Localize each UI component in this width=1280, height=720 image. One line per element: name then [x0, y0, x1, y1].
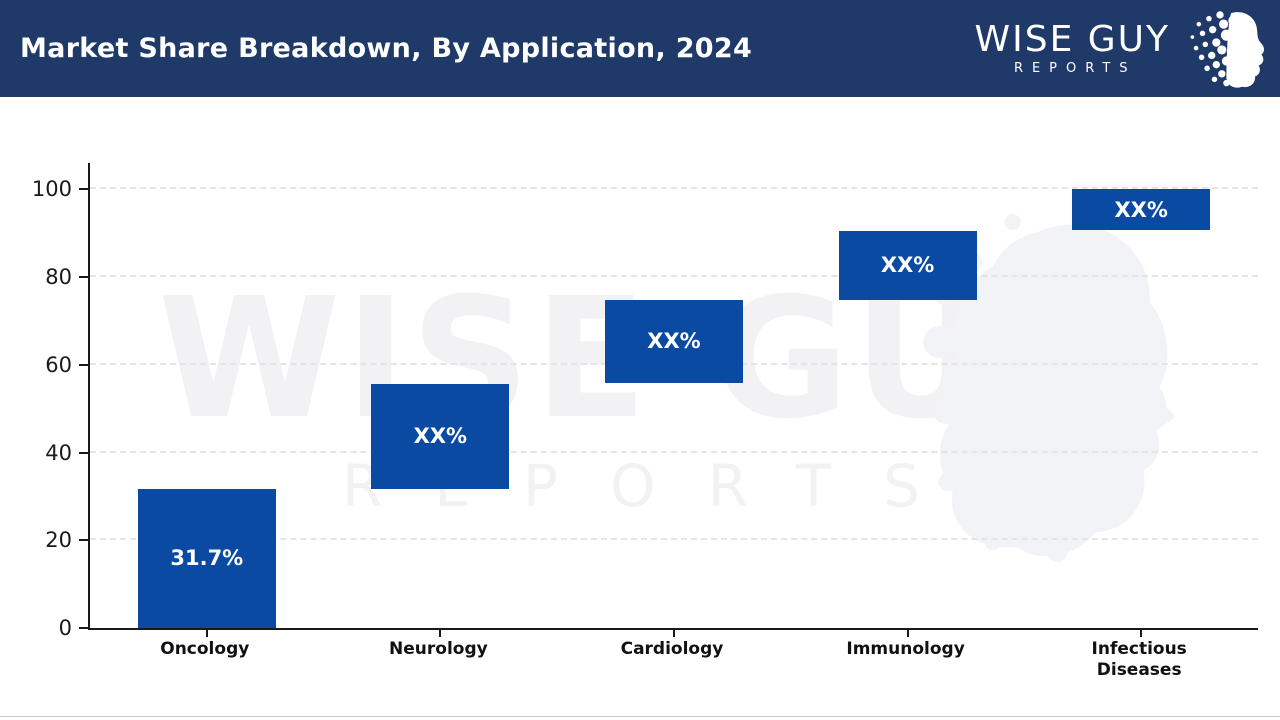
x-tick-neurology: [439, 630, 442, 637]
y-tick-80: [79, 276, 88, 279]
y-tick-60: [79, 363, 88, 366]
x-tick-immunology: [906, 630, 909, 637]
y-tick-label-60: 60: [45, 352, 72, 377]
plot-area: 31.7% XX% XX% XX% XX%: [79, 163, 1258, 637]
y-tick-20: [79, 539, 88, 542]
bar-infectious-diseases: XX%: [1072, 189, 1211, 231]
wiseguy-logo: WISE GUY REPORTS: [975, 6, 1267, 92]
bar-value-label-cardiology: XX%: [647, 329, 701, 354]
x-axis-label-oncology: Oncology: [88, 639, 322, 682]
gridline-20: [90, 538, 1258, 541]
x-tick-cardiology: [673, 630, 675, 637]
bar-value-label-neurology: XX%: [413, 424, 468, 449]
x-axis-labels: Oncology Neurology Cardiology Immunology Inf…: [88, 639, 1256, 682]
x-axis-label-text-cardiology: Cardiology: [620, 639, 724, 659]
bar-oncology: 31.7%: [137, 488, 276, 628]
x-axis-label-text-neurology: Neurology: [389, 639, 488, 659]
y-tick-40: [79, 451, 88, 454]
y-tick-label-80: 80: [45, 265, 72, 290]
x-axis-label-text-infectious-diseases: Infectious Diseases: [1091, 639, 1187, 681]
y-tick-0: [79, 627, 88, 629]
y-tick-label-0: 0: [58, 616, 72, 640]
logo-subtext: REPORTS: [1013, 61, 1137, 76]
logo-wordmark: WISE GUY: [974, 19, 1170, 60]
bar-value-label-infectious-diseases: XX%: [1114, 197, 1168, 222]
gridline-100: [90, 187, 1258, 190]
y-axis-labels: 0 20 40 60 80 100: [0, 163, 88, 640]
bar-cardiology: XX%: [605, 299, 743, 383]
logo-head-profile-icon: [1190, 10, 1265, 88]
y-tick-label-40: 40: [45, 440, 72, 465]
header-bar: Market Share Breakdown, By Application, …: [0, 0, 1280, 97]
gridline-40: [90, 450, 1258, 453]
bar-value-label-oncology: 31.7%: [170, 546, 244, 571]
x-axis-label-immunology: Immunology: [789, 639, 1023, 682]
bar-value-label-immunology: XX%: [880, 253, 935, 278]
page-title: Market Share Breakdown, By Application, …: [20, 33, 753, 64]
x-tick-oncology: [205, 630, 208, 637]
chart-area: WISE GUY REPORTS 0 20 40 60 80 100 31.7% XX% XX…: [0, 97, 1280, 717]
x-axis-label-infectious-diseases: Infectious Diseases: [1022, 639, 1256, 682]
x-axis-label-text-immunology: Immunology: [846, 639, 965, 659]
logo-text: WISE GUY REPORTS: [974, 19, 1171, 76]
x-axis-label-cardiology: Cardiology: [555, 639, 789, 682]
y-tick-label-20: 20: [45, 528, 72, 553]
bar-immunology: XX%: [838, 231, 977, 300]
y-tick-label-100: 100: [31, 177, 72, 202]
x-axis-label-text-oncology: Oncology: [160, 639, 250, 659]
x-tick-infectious-diseases: [1140, 630, 1143, 637]
x-axis-label-neurology: Neurology: [322, 639, 556, 682]
bar-neurology: XX%: [371, 383, 510, 489]
page-bottom-divider: [0, 716, 1280, 717]
gridline-80: [90, 275, 1258, 278]
y-tick-100: [79, 188, 88, 191]
